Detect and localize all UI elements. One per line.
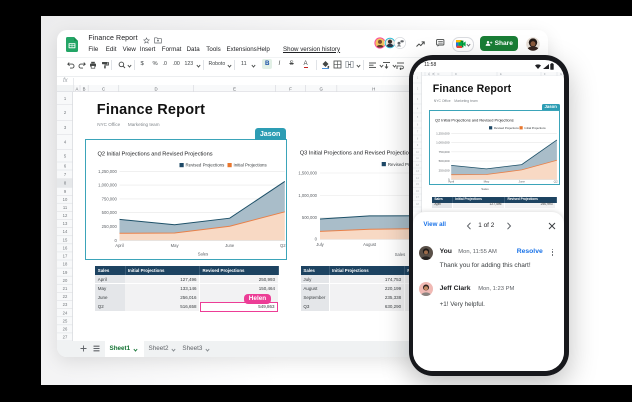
- svg-text:21: 21: [63, 286, 68, 291]
- svg-text:1,000,000: 1,000,000: [98, 183, 117, 188]
- svg-text:9: 9: [64, 189, 67, 194]
- svg-text:16: 16: [63, 245, 68, 250]
- svg-text:Revised Projections: Revised Projections: [494, 126, 519, 130]
- svg-text:3: 3: [417, 98, 419, 101]
- svg-text:Q3 Initial Projections and Rev: Q3 Initial Projections and Revised Proje…: [300, 151, 415, 157]
- svg-text:B: B: [433, 72, 435, 76]
- svg-text:2: 2: [64, 110, 67, 115]
- svg-text:G: G: [560, 72, 562, 76]
- svg-text:7: 7: [64, 172, 67, 177]
- svg-text:0: 0: [315, 237, 318, 242]
- svg-text:Sales: Sales: [395, 252, 405, 257]
- svg-text:27: 27: [63, 335, 68, 340]
- svg-text:2: 2: [417, 87, 419, 90]
- svg-text:0: 0: [114, 238, 117, 243]
- svg-text:0: 0: [448, 178, 450, 182]
- svg-text:7: 7: [417, 130, 419, 133]
- svg-text:500,000: 500,000: [439, 160, 450, 164]
- svg-text:A: A: [75, 86, 78, 91]
- svg-text:4: 4: [64, 140, 67, 145]
- svg-text:May: May: [484, 180, 490, 184]
- svg-text:4: 4: [417, 107, 419, 110]
- svg-text:9: 9: [417, 144, 419, 147]
- svg-text:20: 20: [63, 278, 68, 283]
- svg-text:250,000: 250,000: [101, 224, 117, 229]
- svg-text:500,000: 500,000: [101, 210, 117, 215]
- svg-text:18: 18: [416, 203, 419, 206]
- svg-text:6: 6: [417, 123, 419, 126]
- svg-text:Sales: Sales: [197, 251, 207, 256]
- svg-text:10: 10: [63, 197, 68, 202]
- svg-text:8: 8: [417, 137, 419, 140]
- svg-text:June: June: [225, 243, 235, 248]
- svg-text:24: 24: [63, 310, 68, 315]
- svg-text:13: 13: [63, 221, 68, 226]
- svg-text:H: H: [372, 86, 375, 91]
- svg-text:Revised Projections: Revised Projections: [388, 162, 422, 167]
- svg-text:Q2 Initial Projections and Rev: Q2 Initial Projections and Revised Proje…: [97, 152, 212, 158]
- svg-text:E: E: [233, 86, 236, 91]
- svg-text:D: D: [155, 86, 158, 91]
- svg-text:Initial Projections: Initial Projections: [233, 163, 267, 168]
- svg-text:17: 17: [416, 196, 419, 199]
- svg-text:15: 15: [416, 183, 419, 186]
- svg-text:750,000: 750,000: [101, 197, 117, 202]
- svg-text:April: April: [448, 180, 454, 184]
- svg-text:6: 6: [64, 164, 67, 169]
- svg-text:1,250,000: 1,250,000: [98, 169, 117, 174]
- svg-text:Q2 Initial Projections and Rev: Q2 Initial Projections and Revised Proje…: [435, 118, 514, 123]
- svg-text:1: 1: [417, 76, 419, 79]
- svg-text:Q2: Q2: [280, 243, 286, 248]
- svg-text:750,000: 750,000: [439, 150, 450, 154]
- svg-text:8: 8: [64, 181, 67, 186]
- svg-text:11: 11: [417, 157, 420, 160]
- svg-text:16: 16: [416, 190, 419, 193]
- svg-text:B: B: [83, 86, 86, 91]
- svg-text:5: 5: [64, 153, 67, 158]
- svg-text:April: April: [115, 243, 123, 248]
- svg-text:14: 14: [63, 229, 68, 234]
- svg-text:13: 13: [416, 170, 419, 173]
- svg-text:A: A: [428, 72, 430, 76]
- svg-text:14: 14: [416, 177, 419, 180]
- svg-text:18: 18: [63, 262, 68, 267]
- svg-text:D: D: [455, 72, 457, 76]
- svg-text:G: G: [320, 86, 324, 91]
- svg-text:1,000,000: 1,000,000: [298, 193, 317, 198]
- svg-text:12: 12: [63, 213, 68, 218]
- svg-text:May: May: [170, 243, 179, 248]
- svg-text:1: 1: [64, 96, 67, 101]
- svg-text:26: 26: [63, 327, 68, 332]
- svg-text:23: 23: [63, 302, 68, 307]
- svg-text:F: F: [289, 86, 292, 91]
- svg-text:Revised Projections: Revised Projections: [185, 163, 225, 168]
- svg-text:15: 15: [63, 237, 68, 242]
- svg-text:C: C: [438, 72, 440, 76]
- svg-text:E: E: [500, 72, 502, 76]
- svg-text:10: 10: [416, 151, 419, 154]
- svg-text:250,000: 250,000: [439, 169, 450, 173]
- svg-text:17: 17: [63, 254, 68, 259]
- svg-text:Q2: Q2: [554, 180, 558, 184]
- svg-text:19: 19: [63, 270, 68, 275]
- svg-text:June: June: [519, 180, 526, 184]
- svg-text:July: July: [316, 242, 324, 247]
- svg-text:1,250,000: 1,250,000: [436, 132, 450, 136]
- svg-text:11: 11: [63, 205, 68, 210]
- svg-text:1,500,000: 1,500,000: [298, 171, 317, 176]
- svg-text:F: F: [544, 72, 546, 76]
- svg-text:22: 22: [63, 294, 68, 299]
- svg-text:500,000: 500,000: [302, 215, 318, 220]
- svg-text:August: August: [363, 242, 377, 247]
- svg-text:3: 3: [64, 125, 67, 130]
- svg-text:25: 25: [63, 318, 68, 323]
- svg-text:C: C: [102, 86, 105, 91]
- svg-text:12: 12: [416, 164, 419, 167]
- svg-text:Initial Projections: Initial Projections: [525, 126, 547, 130]
- svg-text:1,000,000: 1,000,000: [436, 141, 450, 145]
- svg-text:5: 5: [417, 116, 419, 119]
